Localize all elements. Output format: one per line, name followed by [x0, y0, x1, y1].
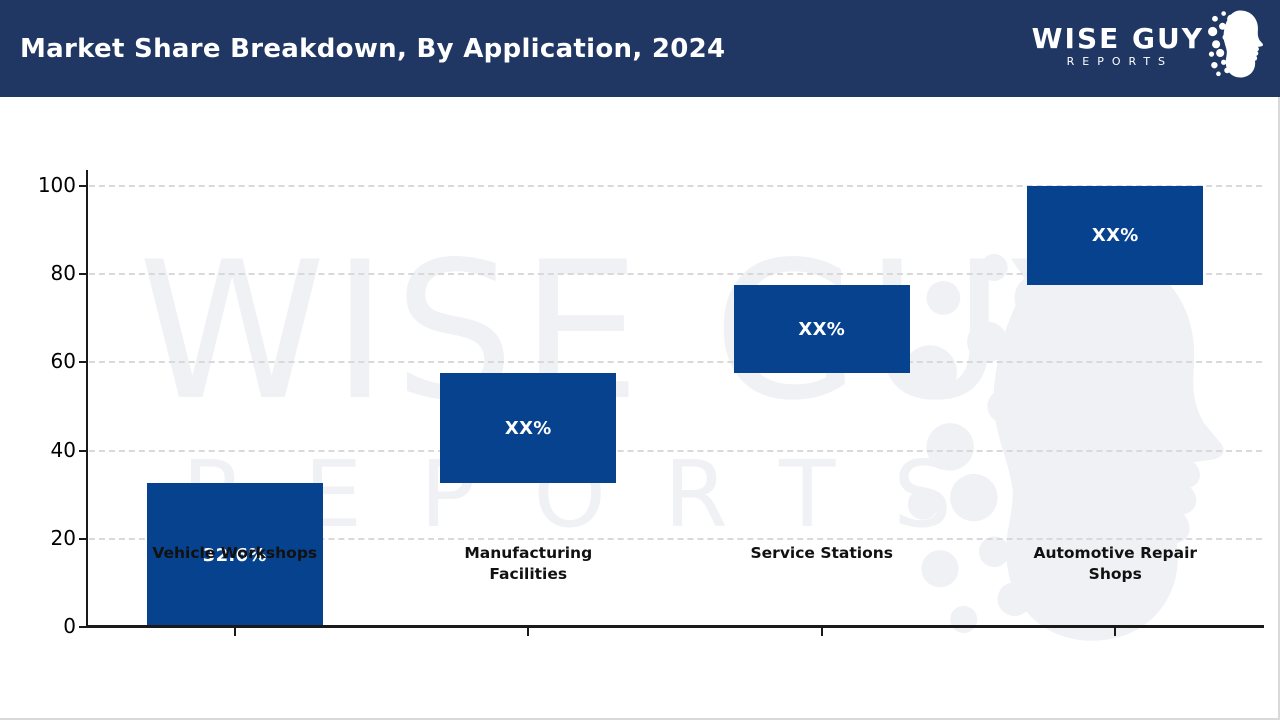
y-tick-mark: [79, 537, 87, 540]
watermark-face-icon: [902, 237, 1242, 677]
gridline: [89, 449, 1262, 452]
gridline: [89, 273, 1262, 276]
y-axis-spine: [86, 170, 88, 628]
watermark-wordmark: WISE GUY: [138, 221, 1134, 442]
wise-guy-face-icon: [1208, 8, 1266, 84]
category-label-line: Manufacturing: [464, 544, 593, 562]
y-tick-label: 80: [50, 261, 76, 286]
bar-value-label: XX%: [1091, 225, 1139, 247]
x-tick-mark: [1114, 628, 1117, 636]
category-label-line: Facilities: [489, 565, 568, 583]
x-tick-mark: [233, 628, 236, 636]
gridline: [89, 185, 1262, 187]
chart-area: WISE GUY REPORTS 0 20 40 60 80 100 32.6% Vehicl…: [0, 97, 1280, 720]
category-label: Vehicle Workshops: [89, 543, 381, 564]
category-label-line: Service Stations: [750, 544, 894, 562]
waterfall-bar-3: XX%: [733, 285, 910, 374]
category-label-line: Automotive Repair: [1033, 544, 1198, 562]
category-label-line: Vehicle Workshops: [152, 544, 318, 562]
y-tick-mark: [79, 185, 87, 187]
bar-value-label: XX%: [798, 318, 846, 340]
waterfall-bar-4: XX%: [1027, 186, 1204, 286]
gridline: [89, 361, 1262, 364]
x-tick-mark: [820, 628, 823, 636]
category-label: Service Stations: [676, 543, 968, 564]
wise-guy-logo: WISE GUY REPORTS: [1032, 8, 1266, 84]
y-tick-label: 100: [37, 173, 76, 197]
y-tick-mark: [79, 273, 87, 276]
y-tick-label: 60: [50, 349, 76, 374]
y-tick-label: 40: [50, 437, 76, 462]
header-bar: Market Share Breakdown, By Application, …: [0, 0, 1280, 97]
x-axis-line: [86, 625, 1264, 628]
x-tick-mark: [527, 628, 530, 636]
category-label: Manufacturing Facilities: [382, 543, 674, 585]
bar-value-label: 32.6%: [202, 544, 267, 566]
y-tick-mark: [79, 449, 87, 452]
y-tick-label: 0: [63, 614, 76, 638]
y-tick-mark: [79, 626, 87, 628]
bar-value-label: XX%: [504, 417, 552, 439]
logo-subtitle: REPORTS: [1066, 55, 1174, 69]
page-title: Market Share Breakdown, By Application, …: [20, 33, 726, 64]
waterfall-bar-1: 32.6%: [146, 483, 323, 627]
gridline: [89, 537, 1262, 540]
y-tick-label: 20: [50, 525, 76, 550]
category-label-line: Shops: [1088, 565, 1142, 583]
y-tick-mark: [79, 361, 87, 364]
waterfall-bar-2: XX%: [440, 373, 617, 484]
category-label: Automotive Repair Shops: [969, 543, 1261, 585]
logo-wordmark: WISE GUY: [1031, 21, 1204, 55]
wise-guy-logo-text: WISE GUY REPORTS: [1031, 21, 1204, 69]
